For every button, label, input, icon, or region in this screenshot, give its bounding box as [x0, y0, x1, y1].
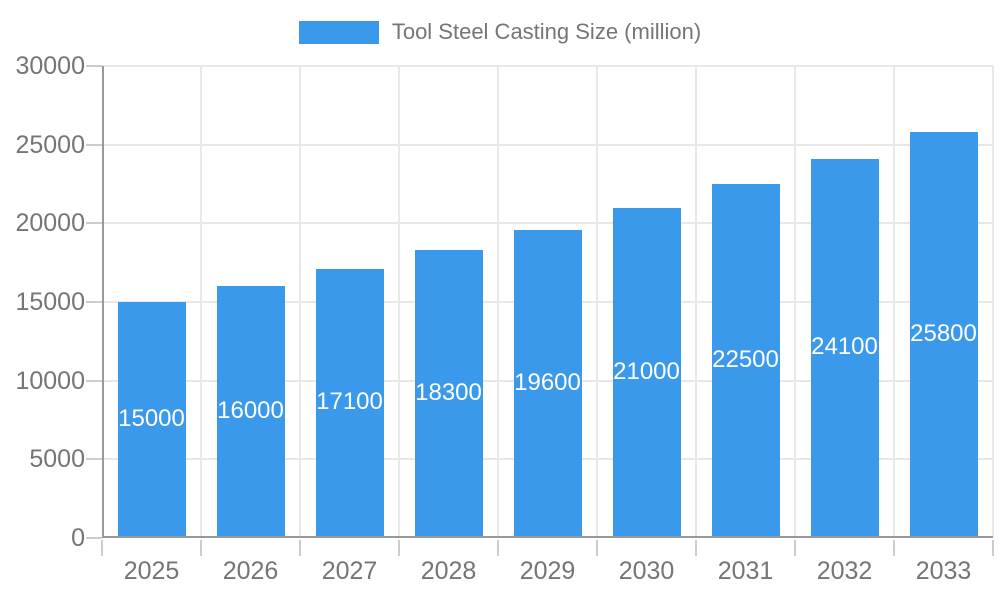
bar-value-label: 21000	[613, 357, 680, 385]
x-axis-tick	[596, 540, 598, 556]
grid-line-vertical	[992, 66, 994, 538]
bar-value-label: 19600	[514, 368, 581, 396]
x-tick-label: 2032	[816, 557, 873, 585]
x-tick-label: 2027	[321, 557, 378, 585]
y-tick-label: 20000	[15, 209, 85, 238]
plot-area: 15000 16000 17100 18300 19600 21000 22500 24100…	[102, 65, 994, 538]
grid-line-vertical	[299, 66, 301, 538]
bar-value-label: 22500	[712, 346, 779, 373]
y-axis-tick	[86, 458, 102, 461]
x-axis-tick	[299, 540, 301, 556]
bar-value-label: 18300	[415, 379, 482, 407]
y-axis-tick	[86, 537, 102, 539]
grid-line-vertical	[695, 66, 697, 538]
bar: 17100	[315, 268, 384, 536]
y-tick-label: 10000	[15, 366, 85, 395]
y-axis-tick	[86, 222, 102, 225]
grid-line-vertical	[200, 66, 202, 538]
grid-line-vertical	[893, 66, 895, 538]
y-tick-label: 15000	[15, 288, 85, 316]
y-axis-tick	[86, 143, 102, 146]
legend-series-label: Tool Steel Casting Size (million)	[391, 19, 702, 44]
x-axis-tick	[992, 540, 994, 556]
bar: 24100	[810, 158, 879, 536]
x-axis-tick	[794, 540, 796, 556]
grid-line-vertical	[596, 66, 598, 538]
bar: 21000	[612, 207, 681, 536]
bar-value-label: 16000	[217, 397, 284, 425]
y-tick-label: 0	[71, 524, 85, 552]
y-tick-label: 30000	[15, 52, 85, 80]
bar-value-label: 25800	[910, 320, 977, 348]
bar: 18300	[414, 250, 483, 536]
chart-legend[interactable]: Tool Steel Casting Size (million)	[0, 19, 1000, 45]
bar-value-label: 24100	[811, 333, 878, 361]
x-tick-label: 2033	[915, 557, 972, 585]
bar: 19600	[513, 229, 582, 536]
x-axis-tick	[695, 540, 697, 556]
grid-line-vertical	[497, 66, 499, 538]
x-tick-label: 2025	[123, 557, 180, 585]
x-tick-label: 2026	[222, 557, 279, 585]
bar: 15000	[117, 302, 186, 536]
y-axis-line	[102, 66, 104, 538]
bar: 16000	[216, 286, 285, 536]
y-tick-label: 25000	[15, 130, 85, 159]
bar-value-label: 15000	[118, 405, 185, 432]
x-axis-tick	[398, 540, 400, 556]
x-axis-line	[102, 536, 993, 538]
legend-swatch-icon	[298, 20, 379, 44]
x-axis-tick	[497, 540, 499, 556]
x-tick-label: 2029	[519, 557, 576, 585]
x-axis-tick	[893, 540, 895, 556]
bar: 22500	[711, 184, 780, 536]
y-axis-tick	[86, 65, 102, 67]
x-tick-label: 2030	[618, 557, 675, 585]
grid-line-vertical	[794, 66, 796, 538]
bar-value-label: 17100	[316, 388, 383, 416]
y-axis-tick	[86, 301, 102, 303]
grid-line-horizontal	[102, 222, 993, 225]
y-axis-tick	[86, 379, 102, 382]
grid-line-horizontal	[102, 143, 993, 146]
x-tick-label: 2028	[420, 557, 477, 585]
grid-line-horizontal	[102, 65, 993, 67]
x-axis-tick	[101, 540, 103, 556]
grid-line-vertical	[398, 66, 400, 538]
y-tick-label: 5000	[29, 445, 85, 474]
bar: 25800	[909, 132, 978, 536]
x-tick-label: 2031	[717, 557, 774, 585]
x-axis-tick	[200, 540, 202, 556]
